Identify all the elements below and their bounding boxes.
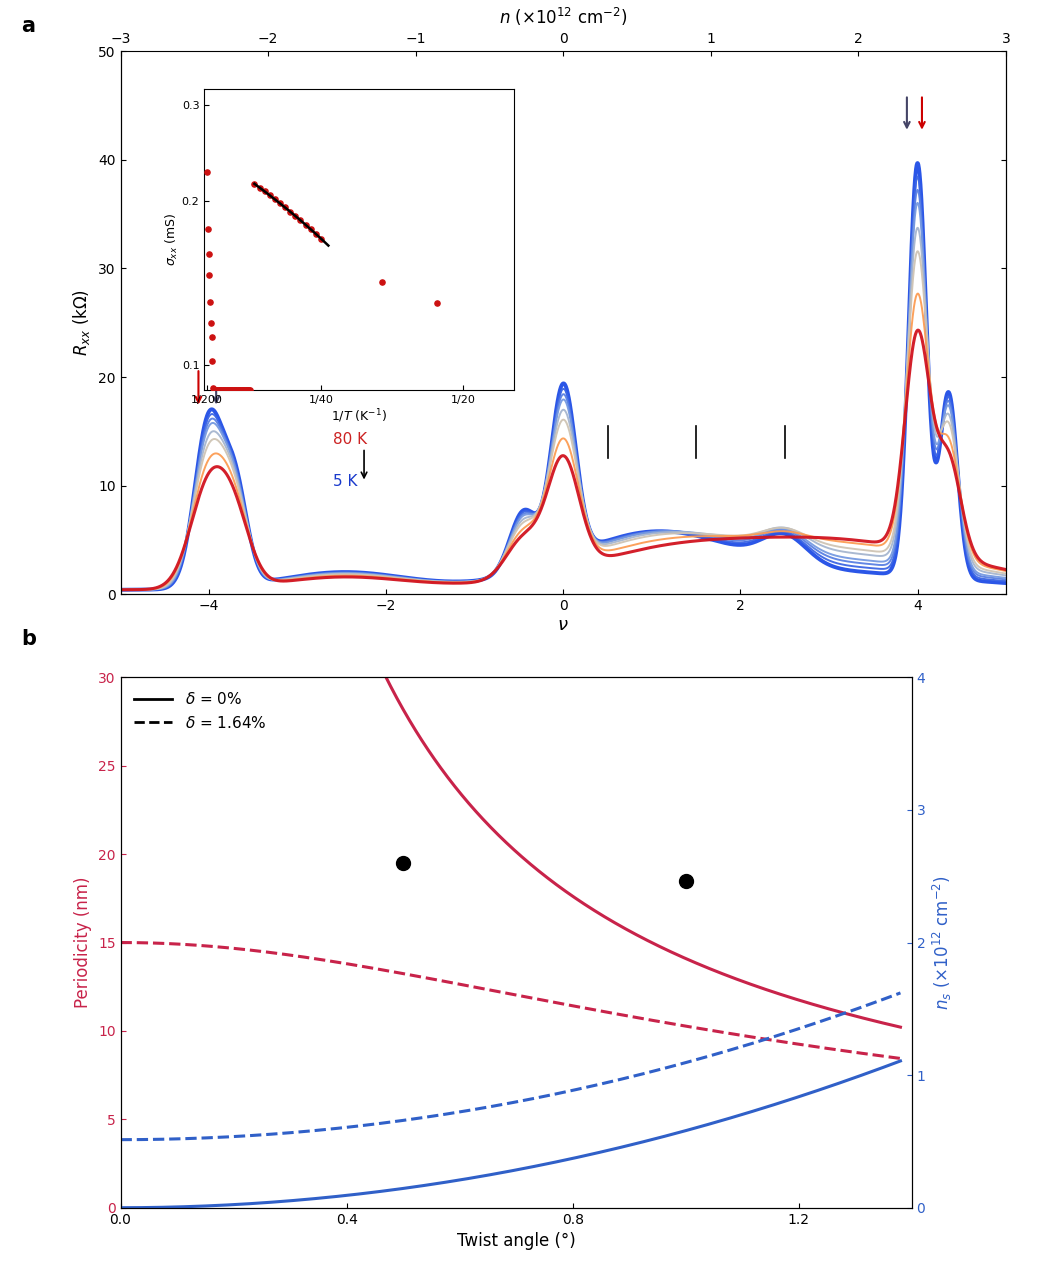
Point: [239, 380, 256, 400]
Text: b: b: [21, 629, 36, 649]
Point: [221, 380, 238, 400]
Point: [198, 161, 215, 181]
Point: [216, 380, 233, 400]
Point: [241, 380, 258, 400]
Point: [429, 293, 445, 313]
Point: [227, 380, 244, 400]
Point: [215, 380, 232, 400]
Point: [234, 380, 250, 400]
X-axis label: 1/$T$ (K$^{-1}$): 1/$T$ (K$^{-1}$): [331, 408, 387, 426]
Point: [200, 244, 217, 265]
Point: [230, 380, 246, 400]
Y-axis label: $R_{xx}$ (k$\Omega$): $R_{xx}$ (k$\Omega$): [71, 289, 92, 357]
Text: 80 K: 80 K: [333, 432, 367, 447]
Y-axis label: Periodicity (nm): Periodicity (nm): [74, 877, 92, 1008]
Point: [292, 210, 309, 230]
Point: [221, 380, 238, 400]
Point: [298, 215, 314, 235]
Point: [246, 174, 263, 194]
Point: [215, 380, 232, 400]
Point: [217, 380, 234, 400]
Point: [213, 380, 230, 400]
Point: [261, 185, 278, 206]
Point: [226, 380, 243, 400]
Point: [209, 380, 225, 400]
Point: [227, 380, 244, 400]
Y-axis label: $\sigma_{xx}$ (mS): $\sigma_{xx}$ (mS): [165, 213, 180, 266]
Text: 5 K: 5 K: [333, 474, 357, 488]
Point: [312, 229, 329, 249]
Point: [208, 380, 224, 400]
Point: [209, 380, 225, 400]
Point: [237, 380, 254, 400]
Point: [210, 380, 226, 400]
Y-axis label: $n_s$ ($\times$10$^{12}$ cm$^{-2}$): $n_s$ ($\times$10$^{12}$ cm$^{-2}$): [931, 875, 954, 1010]
X-axis label: Twist angle (°): Twist angle (°): [457, 1232, 575, 1250]
Point: [277, 197, 293, 217]
Legend: $\delta$ = 0%, $\delta$ = 1.64%: $\delta$ = 0%, $\delta$ = 1.64%: [128, 685, 272, 737]
Point: [203, 326, 220, 346]
Point: [257, 181, 274, 202]
Point: [204, 350, 221, 371]
Point: [224, 380, 241, 400]
Point: [224, 380, 241, 400]
Point: [231, 380, 247, 400]
Text: a: a: [21, 15, 35, 36]
Point: [240, 380, 257, 400]
Point: [228, 380, 245, 400]
Point: [235, 380, 252, 400]
Point: [219, 380, 236, 400]
Point: [225, 380, 242, 400]
Point: [237, 380, 254, 400]
Point: [307, 224, 324, 244]
X-axis label: $\nu$: $\nu$: [558, 616, 569, 634]
Point: [231, 380, 247, 400]
Point: [232, 380, 248, 400]
Point: [201, 293, 218, 313]
Point: [205, 380, 222, 400]
Point: [205, 378, 222, 399]
Point: [218, 380, 235, 400]
Point: [233, 380, 249, 400]
Point: [202, 313, 219, 334]
Point: [236, 380, 253, 400]
Point: [240, 380, 257, 400]
Point: [218, 380, 235, 400]
Point: [373, 272, 390, 293]
Point: [222, 380, 239, 400]
Point: [206, 380, 223, 400]
Point: [302, 219, 319, 239]
Point: [282, 202, 299, 222]
Point: [211, 380, 227, 400]
Point: [287, 206, 304, 226]
Point: [271, 193, 288, 213]
Point: [212, 380, 228, 400]
Point: [220, 380, 237, 400]
Point: [214, 380, 231, 400]
X-axis label: $n$ ($\times$10$^{12}$ cm$^{-2}$): $n$ ($\times$10$^{12}$ cm$^{-2}$): [499, 6, 628, 28]
Point: [238, 380, 255, 400]
Point: [223, 380, 240, 400]
Point: [234, 380, 250, 400]
Point: [252, 178, 268, 198]
Point: [199, 219, 216, 239]
Point: [212, 380, 228, 400]
Point: [201, 265, 218, 285]
Point: [266, 189, 283, 210]
